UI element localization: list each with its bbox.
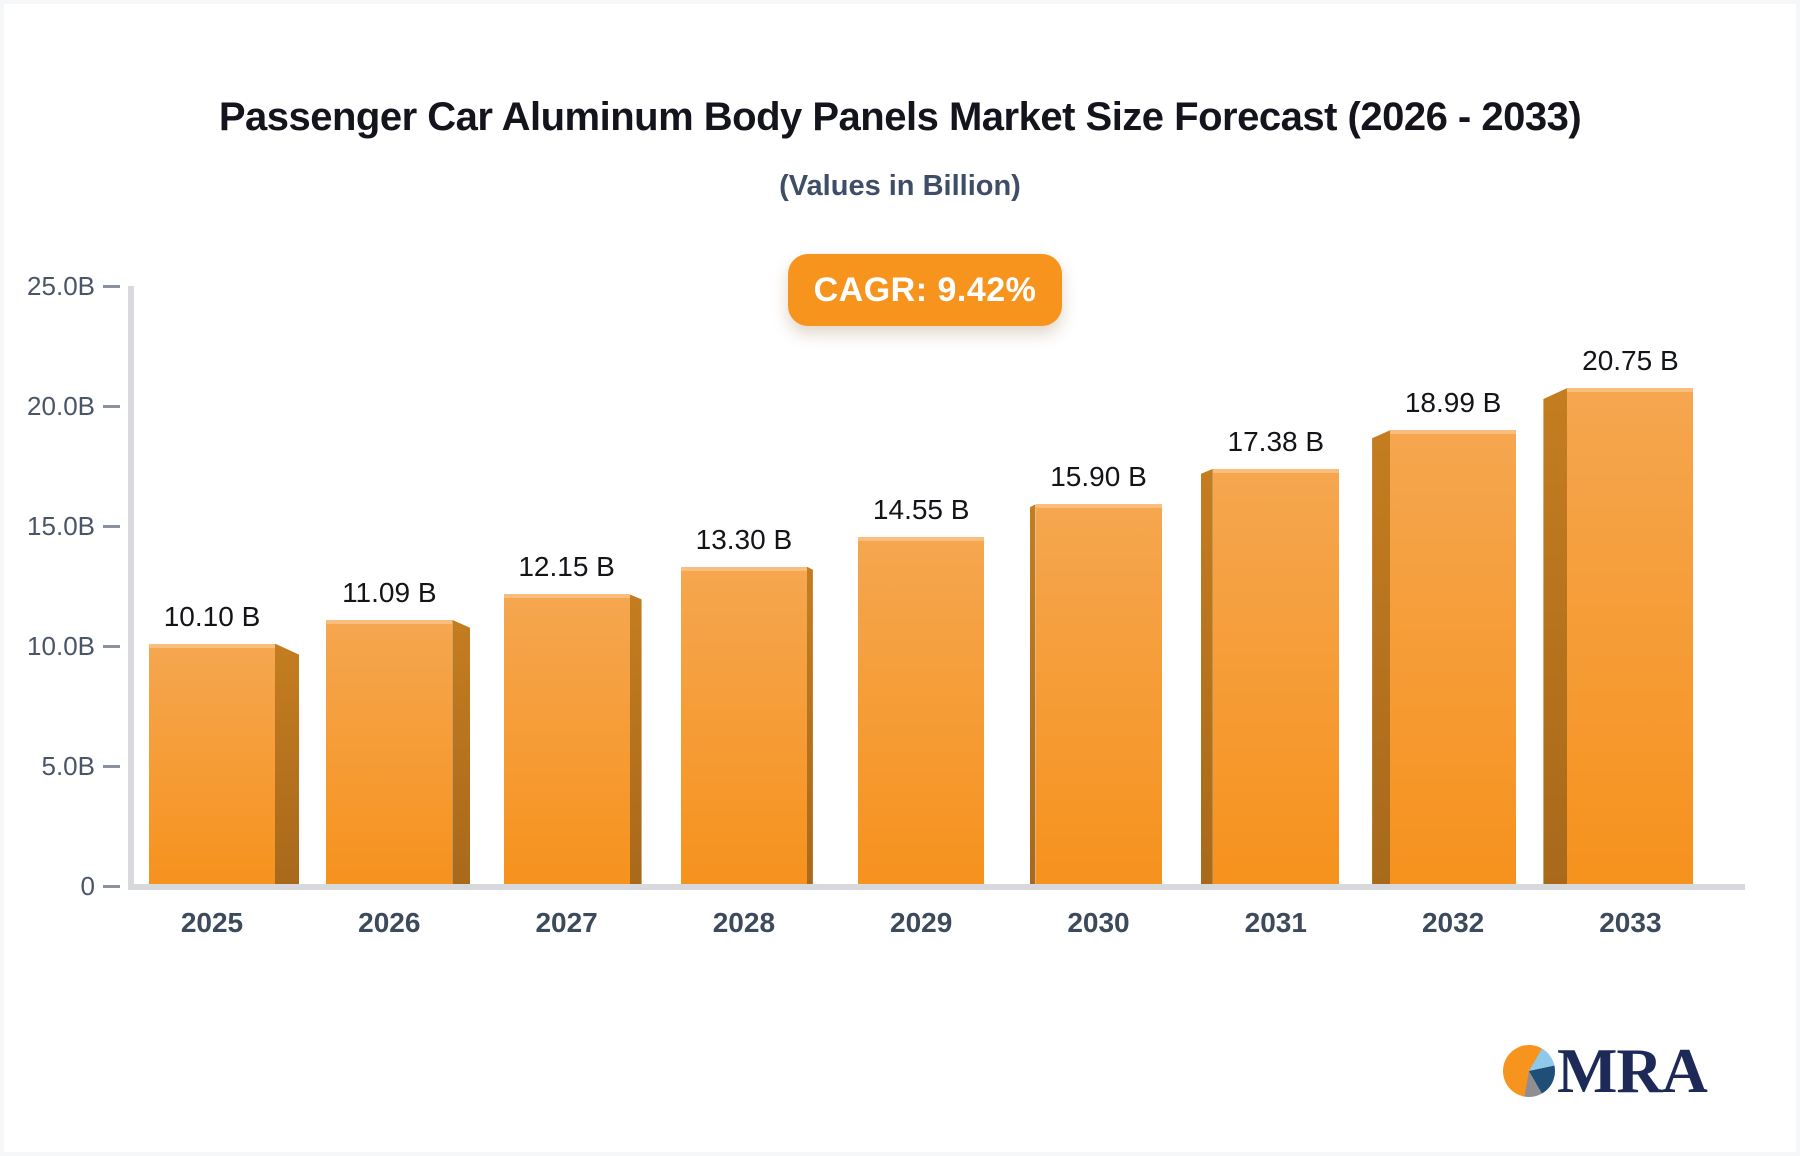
bar-2028 — [680, 566, 807, 886]
chart-title: Passenger Car Aluminum Body Panels Marke… — [218, 95, 1582, 139]
y-tick-dash — [103, 524, 120, 528]
bar-value-label-2029: 14.55 B — [872, 493, 970, 525]
bar-value-label-2030: 15.90 B — [1050, 461, 1147, 493]
bar-2033 — [1567, 388, 1694, 886]
x-axis-label-2025: 2025 — [180, 907, 244, 938]
x-axis-label-2033: 2033 — [1599, 907, 1662, 938]
bar-value-label-2025: 10.10 B — [163, 600, 261, 632]
bar-3d-side-2030 — [1029, 504, 1036, 886]
bar-3d-side-2025 — [275, 643, 299, 886]
y-tick-dash — [103, 644, 120, 648]
y-tick-dash — [103, 284, 120, 288]
x-axis-label-2030: 2030 — [1067, 907, 1130, 938]
bar-2031 — [1212, 468, 1339, 886]
y-tick-dash — [103, 404, 120, 408]
x-axis-label-2026: 2026 — [358, 907, 421, 938]
bar-3d-side-2028 — [806, 566, 813, 886]
x-axis-label-2031: 2031 — [1244, 907, 1307, 938]
x-axis-label-2032: 2032 — [1421, 907, 1485, 938]
bar-3d-side-2032 — [1372, 430, 1391, 886]
y-axis-line — [128, 286, 134, 888]
bar-3d-side-2026 — [452, 619, 471, 886]
x-axis-label-2027: 2027 — [535, 907, 598, 938]
bar-2025 — [149, 643, 275, 886]
y-tick-label: 5.0B — [41, 751, 96, 781]
bar-value-label-2026: 11.09 B — [342, 576, 437, 608]
mra-logo: MRA — [1503, 1035, 1708, 1106]
cagr-badge: CAGR: 9.42% — [788, 254, 1062, 326]
chart-subtitle: (Values in Billion) — [779, 170, 1021, 202]
pie-chart-icon — [1503, 1045, 1555, 1097]
bar-3d-side-2031 — [1200, 468, 1213, 886]
bar-2032 — [1390, 430, 1517, 886]
y-tick-dash — [103, 764, 120, 768]
bar-3d-side-2027 — [629, 594, 642, 886]
y-tick-label: 15.0B — [27, 511, 95, 541]
bar-2027 — [503, 594, 630, 886]
mra-logo-text: MRA — [1557, 1035, 1708, 1106]
y-tick-label: 25.0B — [27, 271, 95, 301]
bar-value-label-2031: 17.38 B — [1227, 425, 1325, 457]
y-tick-dash — [103, 884, 120, 888]
y-tick-label: 0 — [80, 871, 95, 901]
x-axis-label-2028: 2028 — [712, 907, 776, 938]
y-tick-label: 10.0B — [27, 631, 95, 661]
y-tick-label: 20.0B — [27, 391, 95, 421]
bar-3d-side-2033 — [1543, 388, 1568, 886]
bar-value-label-2033: 20.75 B — [1582, 345, 1679, 376]
x-axis-line — [128, 884, 1745, 890]
bar-2026 — [326, 619, 453, 886]
x-axis-label-2029: 2029 — [890, 907, 953, 938]
bar-value-label-2027: 12.15 B — [518, 551, 615, 583]
bar-value-label-2032: 18.99 B — [1404, 387, 1502, 419]
bar-value-label-2028: 13.30 B — [695, 523, 793, 555]
bar-2029 — [858, 536, 985, 886]
bar-2030 — [1035, 504, 1162, 886]
